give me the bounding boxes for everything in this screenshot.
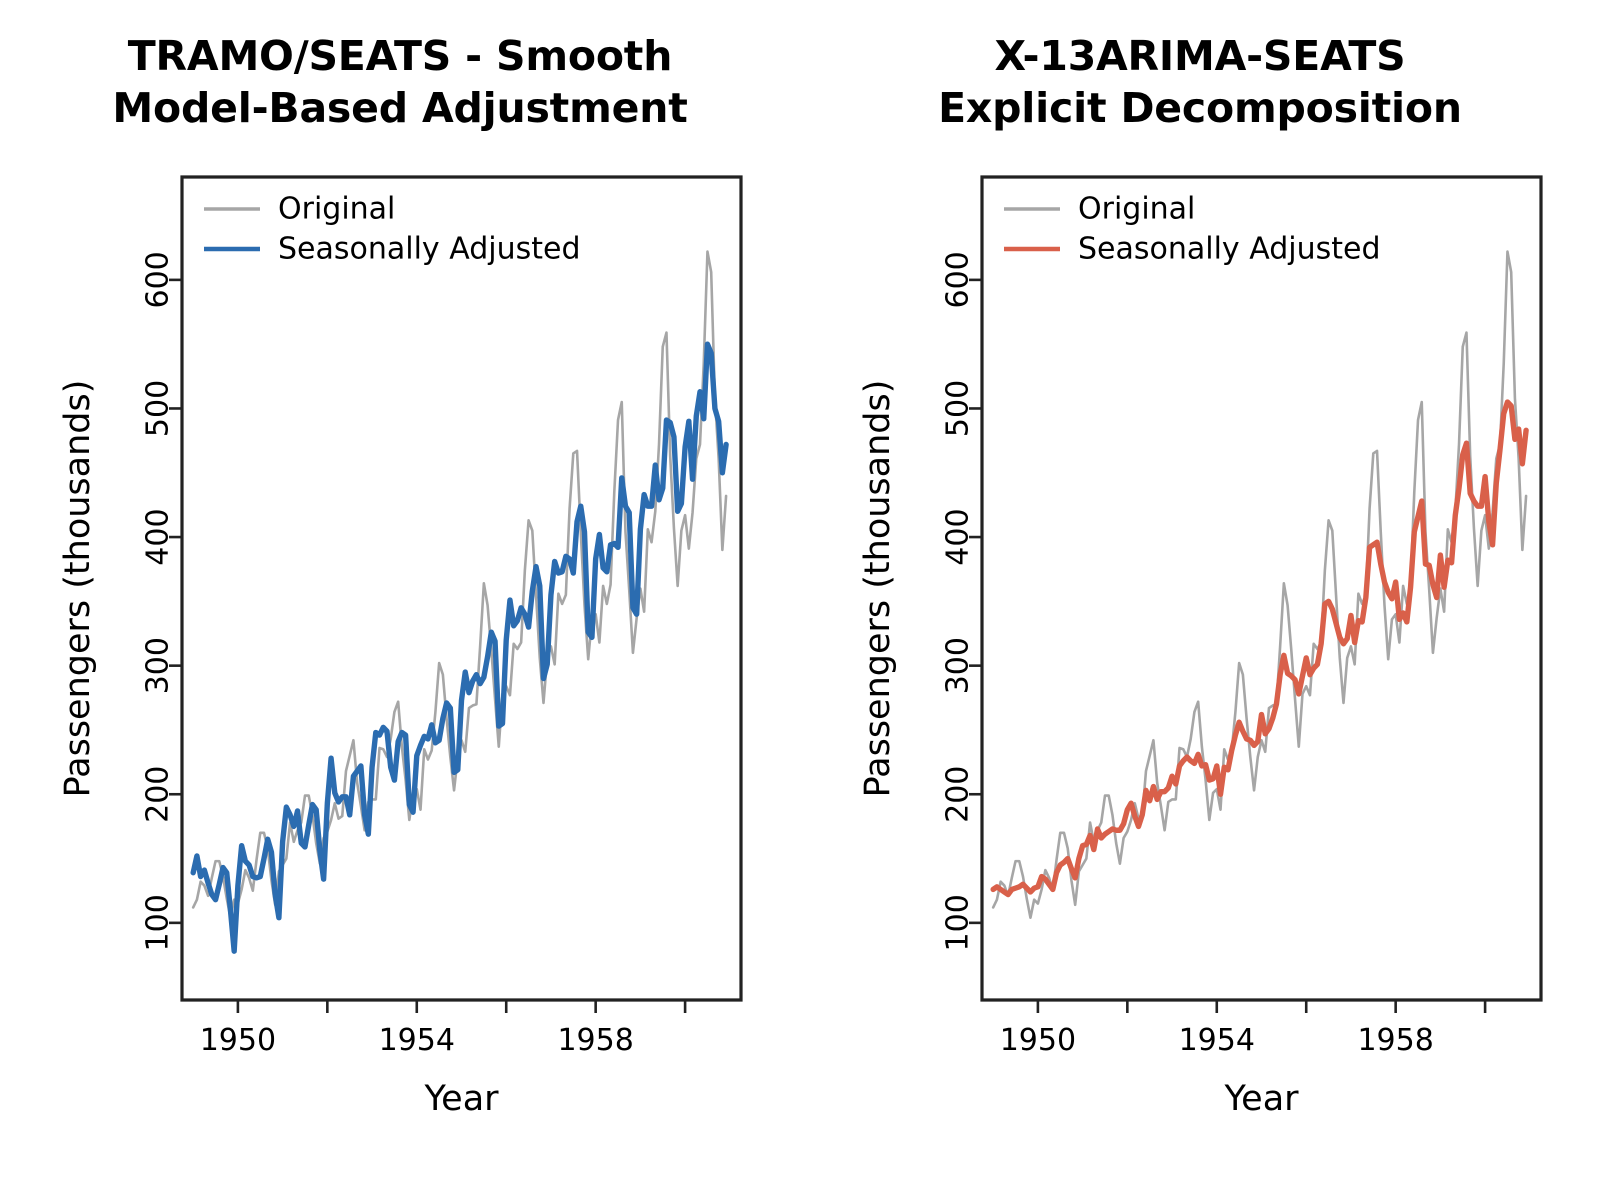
- y-tick-label: 600: [941, 251, 976, 308]
- chart-panel-tramo-seats: TRAMO/SEATS - Smooth Model-Based Adjustm…: [58, 32, 743, 1119]
- legend-label-original: Original: [278, 192, 395, 227]
- plot-area-x13arima-seats: 100 200 300 400 500 600 1950 1954 1958 Year Passen…: [858, 175, 1543, 1119]
- y-tick-label: 100: [141, 894, 176, 951]
- legend-label-seasonally-adjusted: Seasonally Adjusted: [278, 232, 581, 267]
- legend-label-seasonally-adjusted: Seasonally Adjusted: [1078, 232, 1381, 267]
- x-tick-label: 1950: [200, 1023, 276, 1058]
- x-tick-label: 1954: [379, 1023, 455, 1058]
- plot-area-tramo-seats: 100 200 300 400 500 600 1950 1954 1958 Year Passen…: [58, 175, 743, 1119]
- y-tick-label: 500: [141, 380, 176, 437]
- line-series-original: [191, 250, 728, 919]
- x-tick-label: 1958: [1357, 1023, 1433, 1058]
- line-series-seasonally-adjusted: [190, 341, 729, 954]
- y-axis-label: Passengers (thousands): [858, 380, 898, 798]
- line-series-original: [991, 250, 1528, 919]
- y-tick-label: 600: [141, 251, 176, 308]
- panel-title-tramo-seats: TRAMO/SEATS - Smooth Model-Based Adjustm…: [112, 32, 688, 133]
- x-tick-label: 1954: [1179, 1023, 1255, 1058]
- panel-title-x13arima-seats: X-13ARIMA-SEATS Explicit Decomposition: [938, 32, 1462, 133]
- x-tick-label: 1950: [1000, 1023, 1076, 1058]
- y-tick-label: 300: [941, 637, 976, 694]
- y-tick-label: 200: [141, 766, 176, 823]
- axes-frame: [180, 175, 743, 1002]
- y-tick-label: 500: [941, 380, 976, 437]
- y-tick-label: 200: [941, 766, 976, 823]
- y-tick-label: 400: [141, 508, 176, 565]
- y-tick-label: 400: [941, 508, 976, 565]
- y-tick-label: 300: [141, 637, 176, 694]
- x-tick-label: 1958: [557, 1023, 633, 1058]
- legend-label-original: Original: [1078, 192, 1195, 227]
- chart-panel-x13arima-seats: X-13ARIMA-SEATS Explicit Decomposition 1…: [800, 0, 1600, 1200]
- axes-frame: [980, 175, 1543, 1002]
- y-axis-label: Passengers (thousands): [58, 380, 98, 798]
- x-axis-label: Year: [423, 1079, 499, 1119]
- x-axis-label: Year: [1223, 1079, 1299, 1119]
- line-series-seasonally-adjusted: [990, 399, 1529, 898]
- y-tick-label: 100: [941, 894, 976, 951]
